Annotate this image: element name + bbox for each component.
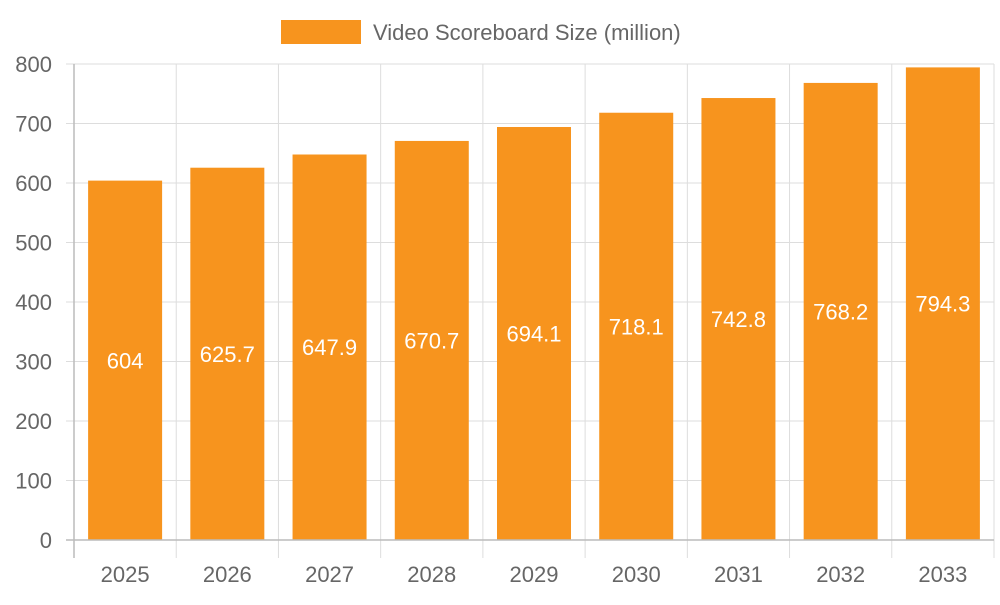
- y-tick-label: 0: [40, 528, 52, 553]
- data-label-2031: 742.8: [711, 307, 766, 332]
- x-tick-label: 2026: [203, 562, 252, 587]
- axes: [66, 64, 994, 558]
- bar-2025[interactable]: [88, 180, 163, 540]
- x-tick-label: 2028: [407, 562, 456, 587]
- y-tick-label: 200: [15, 409, 52, 434]
- y-tick-label: 500: [15, 231, 52, 256]
- y-tick-label: 300: [15, 350, 52, 375]
- data-label-2032: 768.2: [813, 299, 868, 324]
- legend-label: Video Scoreboard Size (million): [373, 20, 681, 45]
- bar-2026[interactable]: [190, 167, 265, 540]
- legend-swatch: [281, 20, 361, 44]
- y-tick-label: 400: [15, 290, 52, 315]
- bar-2029[interactable]: [497, 127, 571, 540]
- legend[interactable]: Video Scoreboard Size (million): [281, 20, 681, 45]
- bar-2031[interactable]: [701, 98, 776, 540]
- x-tick-label: 2033: [918, 562, 967, 587]
- x-tick-label: 2029: [510, 562, 559, 587]
- y-tick-label: 700: [15, 112, 52, 137]
- bars: [88, 67, 980, 541]
- data-label-2028: 670.7: [404, 328, 459, 353]
- bar-2032[interactable]: [803, 82, 878, 541]
- y-tick-label: 600: [15, 171, 52, 196]
- bar-2033[interactable]: [905, 67, 980, 540]
- y-axis-tick-labels: 0 100 200 300 400 500 600 700 800: [15, 52, 52, 553]
- data-label-2029: 694.1: [506, 322, 561, 347]
- data-label-2033: 794.3: [915, 292, 970, 317]
- y-tick-label: 800: [15, 52, 52, 77]
- bar-2027[interactable]: [292, 154, 367, 540]
- y-tick-label: 100: [15, 469, 52, 494]
- data-labels: 604 625.7 647.9 670.7 694.1 718.1 742.8 768.2 79…: [107, 292, 971, 374]
- x-tick-label: 2030: [612, 562, 661, 587]
- x-tick-label: 2032: [816, 562, 865, 587]
- data-label-2025: 604: [107, 348, 144, 373]
- data-label-2027: 647.9: [302, 335, 357, 360]
- data-label-2030: 718.1: [609, 314, 664, 339]
- x-tick-label: 2025: [101, 562, 150, 587]
- x-axis-tick-labels: 2025 2026 2027 2028 2029 2030 2031 2032 2033: [101, 562, 968, 587]
- data-label-2026: 625.7: [200, 342, 255, 367]
- bar-2028[interactable]: [394, 140, 469, 540]
- x-tick-label: 2027: [305, 562, 354, 587]
- x-tick-label: 2031: [714, 562, 763, 587]
- bar-2030[interactable]: [599, 112, 674, 540]
